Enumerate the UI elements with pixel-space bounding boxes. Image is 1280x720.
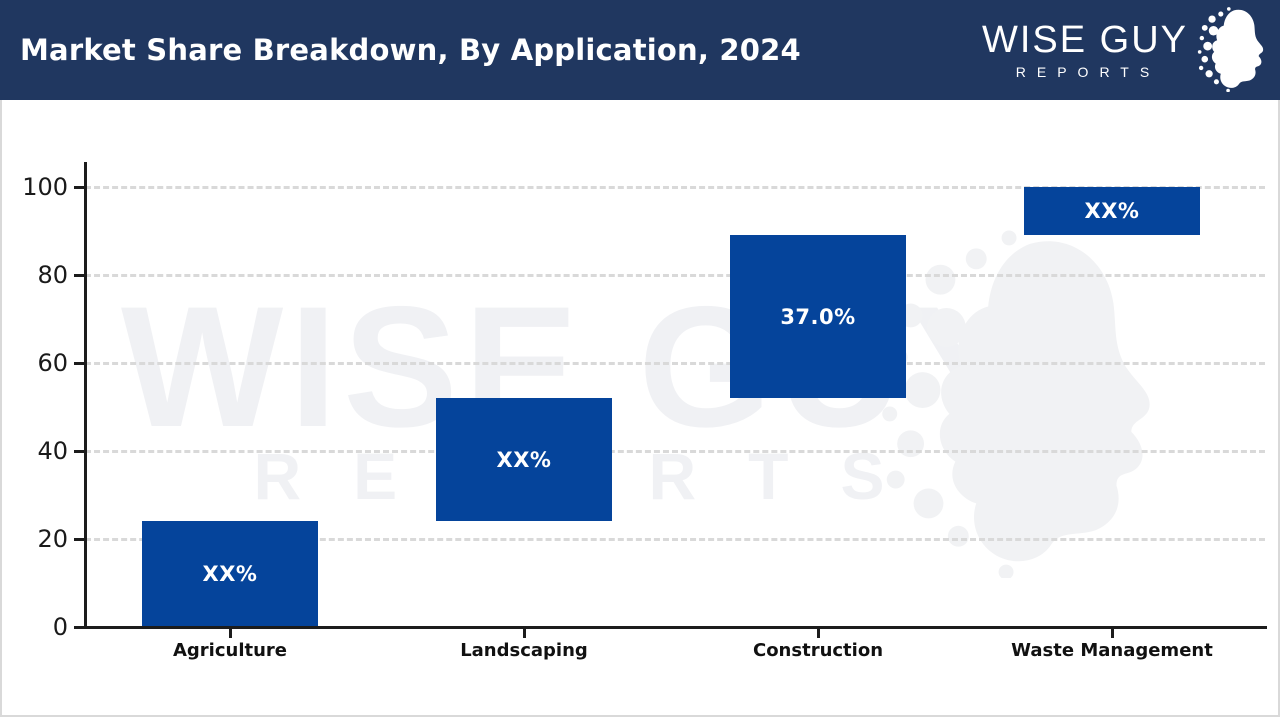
container-border-left bbox=[0, 100, 2, 716]
x-tick-mark-waste-management bbox=[1110, 629, 1114, 638]
bar-waste-management: XX% bbox=[1024, 187, 1200, 236]
y-tick-label: 60 bbox=[37, 349, 68, 377]
logo-wordmark-line1: WISE GUY bbox=[981, 19, 1188, 61]
x-category-label-agriculture: Agriculture bbox=[172, 640, 288, 661]
container-border-bottom bbox=[0, 715, 1280, 717]
watermark-face-icon bbox=[882, 230, 1150, 578]
x-category-label-construction: Construction bbox=[752, 640, 884, 661]
y-gridline-80 bbox=[85, 274, 1265, 277]
y-tick-mark bbox=[74, 538, 85, 541]
logo-wordmark-line2: REPORTS bbox=[1015, 64, 1161, 80]
y-gridline-20 bbox=[85, 538, 1265, 541]
bar-value-label-waste-management: XX% bbox=[1084, 199, 1140, 224]
logo-face-icon bbox=[1197, 7, 1264, 92]
y-gridline-60 bbox=[85, 362, 1265, 365]
bar-agriculture: XX% bbox=[142, 521, 318, 627]
x-category-label-waste-management: Waste Management bbox=[1011, 640, 1213, 661]
x-tick-mark-landscaping bbox=[522, 629, 526, 638]
x-tick-mark-agriculture bbox=[228, 629, 232, 638]
y-tick-label: 40 bbox=[37, 437, 68, 465]
x-tick-mark-construction bbox=[816, 629, 820, 638]
y-tick-mark bbox=[74, 274, 85, 277]
wise-guy-logo: WISE GUY REPORTS bbox=[982, 6, 1270, 92]
bar-construction: 37.0% bbox=[730, 235, 906, 399]
y-tick-label: 0 bbox=[52, 613, 68, 641]
y-gridline-100 bbox=[85, 186, 1265, 189]
bar-value-label-agriculture: XX% bbox=[202, 562, 258, 587]
y-tick-label: 20 bbox=[37, 525, 68, 553]
chart-title: Market Share Breakdown, By Application, … bbox=[20, 33, 801, 67]
bar-value-label-landscaping: XX% bbox=[496, 447, 552, 472]
logo-wordmark: WISE GUY REPORTS bbox=[982, 18, 1188, 80]
bar-landscaping: XX% bbox=[436, 398, 612, 522]
y-tick-label: 80 bbox=[37, 261, 68, 289]
y-tick-mark bbox=[74, 626, 85, 629]
y-gridline-40 bbox=[85, 450, 1265, 453]
y-tick-mark bbox=[74, 186, 85, 189]
x-category-label-landscaping: Landscaping bbox=[460, 640, 588, 661]
y-tick-mark bbox=[74, 450, 85, 453]
y-axis-line bbox=[84, 162, 87, 629]
container-border-right bbox=[1278, 100, 1280, 716]
x-axis-line bbox=[83, 626, 1267, 629]
y-tick-mark bbox=[74, 362, 85, 365]
bar-value-label-construction: 37.0% bbox=[780, 304, 856, 329]
y-tick-label: 100 bbox=[22, 173, 68, 201]
header-band: Market Share Breakdown, By Application, … bbox=[0, 0, 1280, 100]
